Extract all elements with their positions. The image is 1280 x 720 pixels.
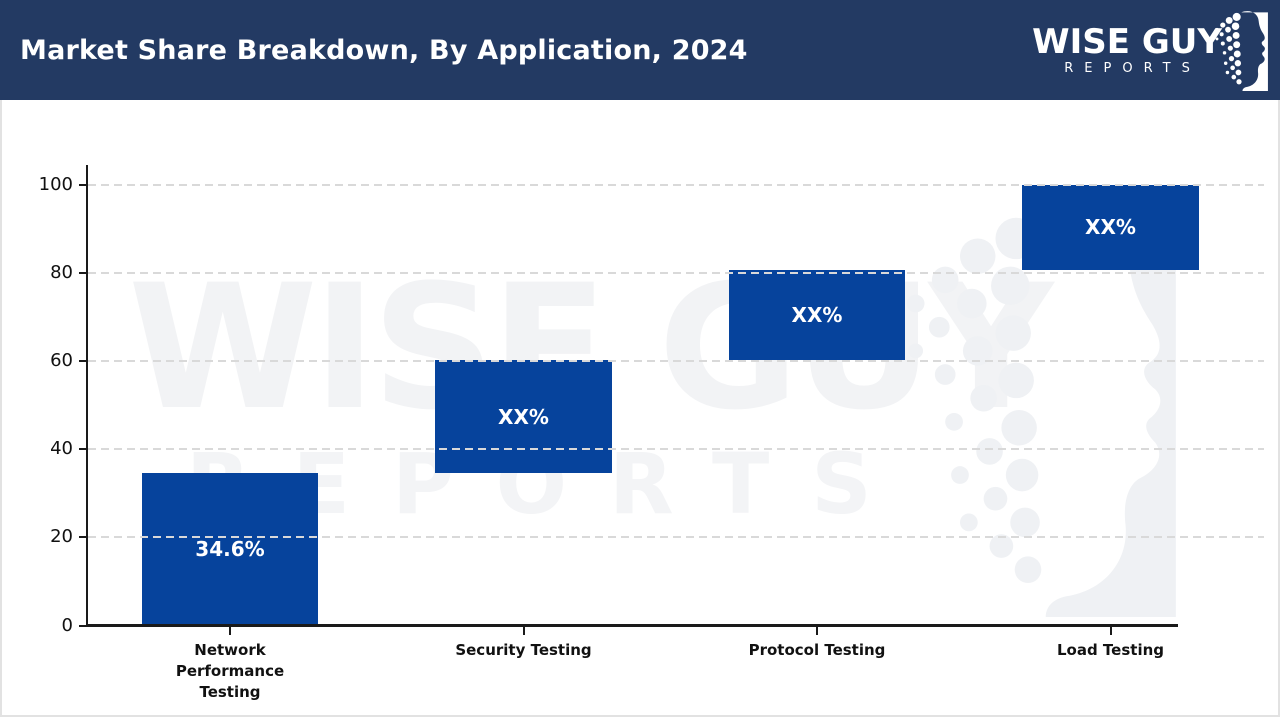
gridline [88,272,1264,275]
category-label: Security Testing [455,641,592,659]
y-axis-tick [79,448,87,451]
y-axis-line [86,165,88,627]
y-axis-tick-label: 80 [50,262,73,284]
chart-card-border [0,100,1280,717]
logo-text: WISE GUY REPORTS [1032,24,1222,76]
y-axis-tick [79,624,87,627]
waterfall-bar [141,473,319,626]
category-label: Network Performance Testing [175,641,285,701]
logo-wordmark: WISE GUY [1032,22,1222,62]
wiseguy-face-icon [1215,10,1268,91]
x-axis-line [88,624,1178,627]
wiseguy-logo: WISE GUY REPORTS [1032,10,1268,91]
bar-value-label: 34.6% [195,537,265,562]
y-axis-tick-label: 40 [50,438,73,460]
header: Market Share Breakdown, By Application, … [0,0,1280,100]
x-axis-tick [229,627,231,635]
y-axis-tick [79,536,87,539]
gridline [88,360,1264,363]
category-label: Protocol Testing [748,641,886,659]
gridline [88,184,1264,186]
y-axis-tick-label: 20 [50,526,73,548]
y-axis-tick [79,184,87,186]
y-axis-tick-label: 60 [50,350,73,372]
category-label: Load Testing [1056,641,1164,659]
bar-value-label: XX% [1085,215,1136,240]
gridline [88,448,1264,451]
page-title: Market Share Breakdown, By Application, … [20,34,748,66]
x-axis-tick [522,627,525,635]
x-axis-tick [816,627,818,635]
y-axis-tick-label: 100 [38,174,73,195]
waterfall-bar [728,269,906,361]
bar-value-label: XX% [498,404,549,429]
y-axis-tick [79,272,87,275]
waterfall-bar [435,360,612,474]
y-axis-tick [79,360,87,363]
bar-value-label: XX% [791,302,843,327]
logo-subtitle: REPORTS [1064,61,1201,76]
gridline [88,536,1264,539]
x-axis-tick [1109,627,1112,635]
y-axis-tick-label: 0 [61,614,73,636]
